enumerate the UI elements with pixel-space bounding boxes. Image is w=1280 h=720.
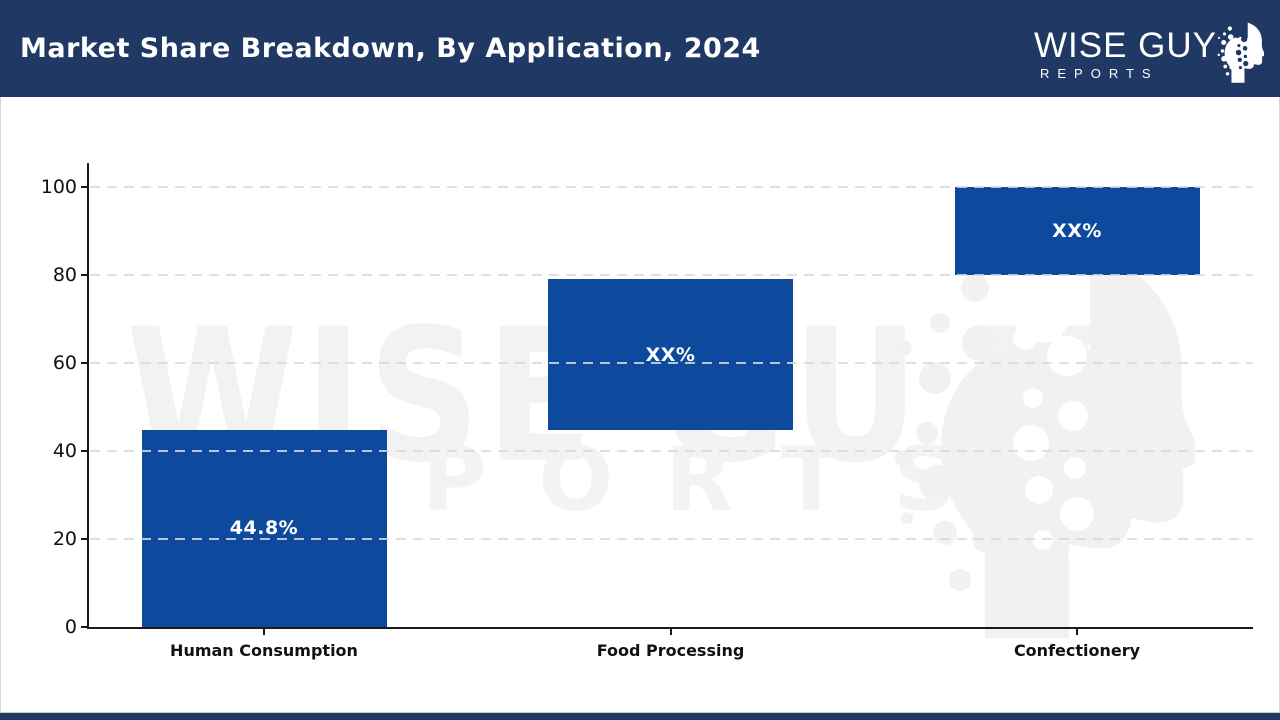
gridline — [90, 186, 1253, 188]
x-tick-label: Confectionery — [1013, 641, 1141, 660]
footer-bar — [0, 713, 1280, 720]
y-tick-mark — [81, 362, 88, 364]
gridline — [90, 274, 1253, 276]
y-axis — [87, 163, 89, 629]
bar-value-label: XX% — [1052, 220, 1102, 242]
bar-value-label: 44.8% — [229, 517, 299, 540]
header-banner: Market Share Breakdown, By Application, … — [0, 0, 1280, 97]
watermark-head-icon — [895, 250, 1195, 638]
footer-hairline — [0, 712, 1280, 713]
y-tick-label: 60 — [52, 352, 77, 374]
gridline — [90, 538, 1253, 540]
x-tick-mark — [263, 627, 265, 635]
gridline — [90, 362, 1253, 364]
y-tick-label: 100 — [40, 176, 77, 198]
bar: XX% — [954, 187, 1200, 275]
brand-head-icon — [1217, 22, 1264, 83]
y-tick-label: 80 — [52, 264, 77, 286]
x-tick-mark — [1076, 627, 1078, 635]
y-tick-mark — [81, 274, 88, 276]
brand-logo: WISE GUY REPORTS — [1016, 8, 1266, 90]
content-border-left — [0, 97, 1, 713]
y-tick-mark — [81, 450, 88, 452]
y-tick-mark — [81, 186, 88, 188]
page-title: Market Share Breakdown, By Application, … — [20, 33, 761, 64]
y-tick-label: 0 — [64, 616, 77, 638]
x-tick-label: Food Processing — [596, 641, 745, 660]
x-axis — [87, 627, 1253, 629]
bar-value-label: XX% — [645, 343, 696, 366]
brand-name: WISE GUY — [1034, 26, 1218, 65]
bar: 44.8% — [141, 429, 387, 627]
y-tick-mark — [81, 626, 88, 628]
x-tick-mark — [669, 627, 672, 635]
bar: XX% — [548, 279, 793, 430]
gridline — [90, 450, 1253, 452]
brand-subname: REPORTS — [1040, 66, 1159, 81]
y-tick-mark — [81, 538, 88, 540]
y-tick-label: 40 — [52, 440, 77, 462]
x-tick-label: Human Consumption — [170, 641, 358, 660]
y-tick-label: 20 — [52, 528, 77, 550]
